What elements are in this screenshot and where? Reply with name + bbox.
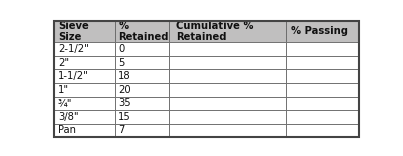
Bar <box>170 56 287 69</box>
Bar <box>287 69 359 83</box>
Bar <box>287 42 359 56</box>
Bar <box>287 21 359 42</box>
Bar <box>170 124 287 137</box>
Text: 5: 5 <box>118 58 125 68</box>
Bar <box>54 42 115 56</box>
Bar <box>170 21 287 42</box>
Bar <box>54 21 115 42</box>
Text: 2-1/2": 2-1/2" <box>58 44 89 54</box>
Bar <box>170 97 287 110</box>
Bar <box>115 69 170 83</box>
Text: 3/8": 3/8" <box>58 112 79 122</box>
Text: 20: 20 <box>118 85 131 95</box>
Bar <box>115 124 170 137</box>
Bar <box>54 69 115 83</box>
Text: 35: 35 <box>118 98 131 108</box>
Text: Sieve
Size: Sieve Size <box>58 21 89 42</box>
Bar <box>287 124 359 137</box>
Text: Cumulative %
Retained: Cumulative % Retained <box>177 21 254 42</box>
Bar <box>54 83 115 97</box>
Bar <box>115 42 170 56</box>
Text: 1-1/2": 1-1/2" <box>58 71 89 81</box>
Bar <box>170 69 287 83</box>
Text: ¾": ¾" <box>58 98 72 108</box>
Bar <box>115 21 170 42</box>
Text: 2": 2" <box>58 58 69 68</box>
Bar <box>115 56 170 69</box>
Text: 18: 18 <box>118 71 131 81</box>
Bar <box>54 56 115 69</box>
Text: %
Retained: % Retained <box>118 21 169 42</box>
Bar <box>54 110 115 124</box>
Bar <box>287 83 359 97</box>
Bar <box>115 110 170 124</box>
Bar <box>115 83 170 97</box>
Text: 7: 7 <box>118 125 125 135</box>
Text: % Passing: % Passing <box>291 27 348 37</box>
Bar <box>287 110 359 124</box>
Bar <box>287 97 359 110</box>
Text: 1": 1" <box>58 85 69 95</box>
Bar <box>287 56 359 69</box>
Bar <box>170 42 287 56</box>
Bar <box>54 97 115 110</box>
Text: Pan: Pan <box>58 125 76 135</box>
Text: 0: 0 <box>118 44 125 54</box>
Bar <box>170 110 287 124</box>
Text: 15: 15 <box>118 112 131 122</box>
Bar <box>115 97 170 110</box>
Bar <box>54 124 115 137</box>
Bar <box>170 83 287 97</box>
